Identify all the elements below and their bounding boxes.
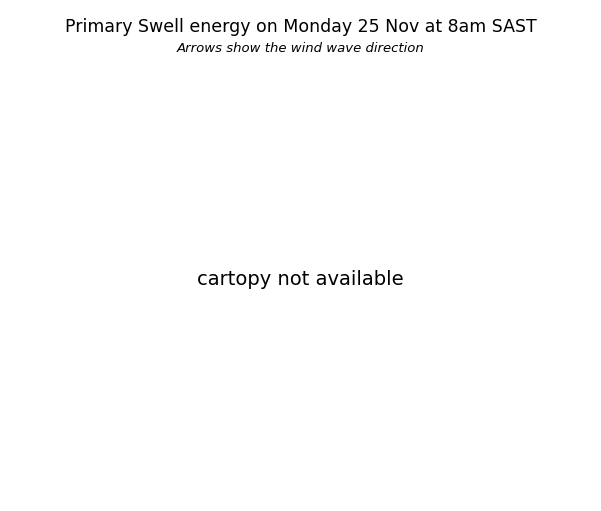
Text: Arrows show the wind wave direction: Arrows show the wind wave direction xyxy=(177,42,424,55)
Text: Primary Swell energy on Monday 25 Nov at 8am SAST: Primary Swell energy on Monday 25 Nov at… xyxy=(65,18,536,36)
Text: cartopy not available: cartopy not available xyxy=(197,270,403,289)
